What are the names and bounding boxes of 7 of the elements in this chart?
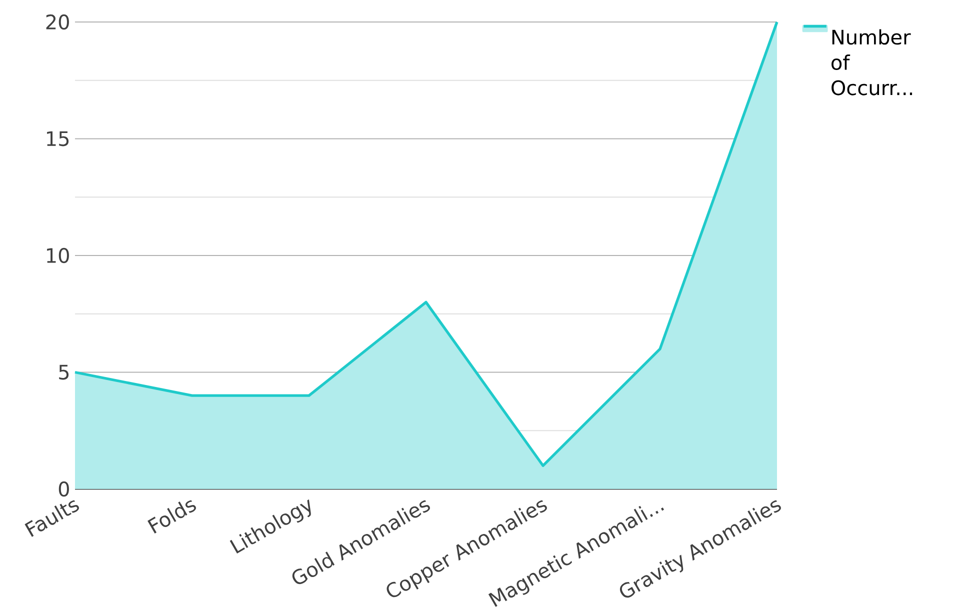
y-tick-label: 10 bbox=[47, 248, 69, 264]
y-tick-label: 5 bbox=[59, 364, 69, 380]
y-tick-label: 0 bbox=[58, 481, 69, 497]
y-tick-label: 15 bbox=[47, 131, 69, 146]
y-tick-label: 20 bbox=[46, 14, 69, 30]
x-tick-label: Folds bbox=[148, 500, 196, 534]
legend-label: Number of Occurr... bbox=[832, 29, 912, 96]
